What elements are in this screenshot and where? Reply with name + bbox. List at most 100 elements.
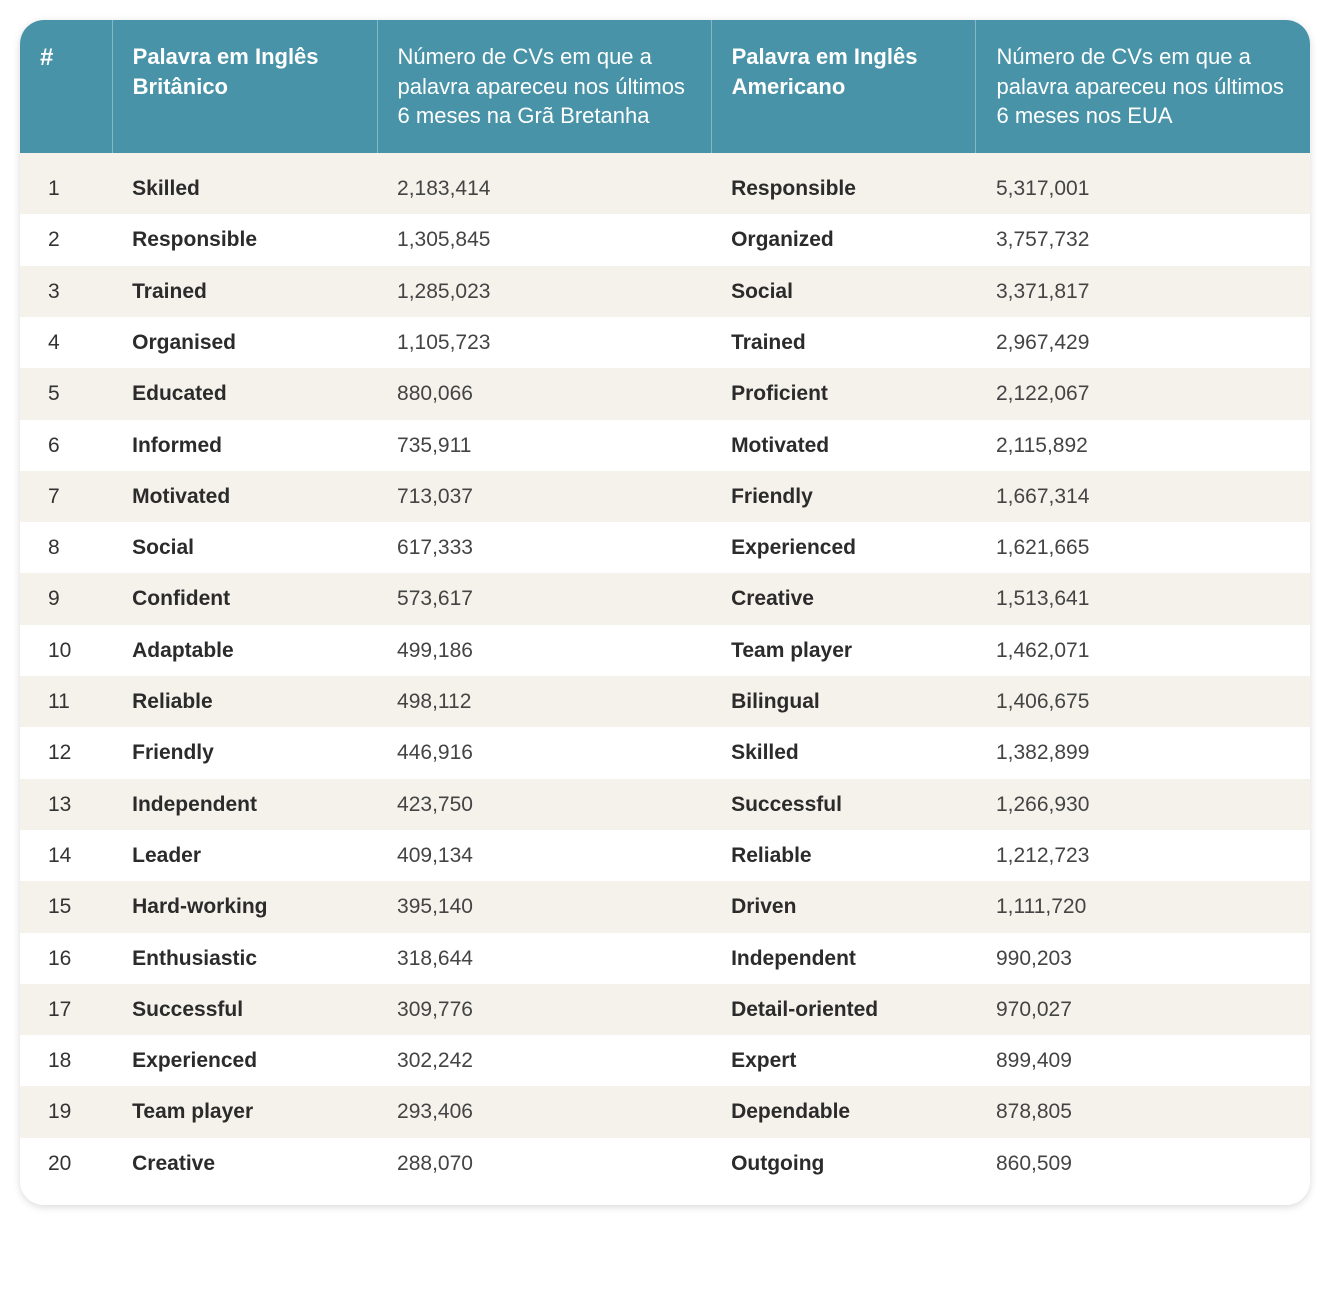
- cell-count-uk: 499,186: [377, 625, 711, 676]
- table-row: 12Friendly446,916Skilled1,382,899: [20, 727, 1310, 778]
- cell-word-us: Organized: [711, 214, 976, 265]
- header-count-uk: Número de CVs em que a palavra apareceu …: [377, 20, 711, 153]
- cell-word-us: Driven: [711, 881, 976, 932]
- cell-word-uk: Independent: [112, 779, 377, 830]
- cell-word-uk: Experienced: [112, 1035, 377, 1086]
- cell-word-uk: Organised: [112, 317, 377, 368]
- cell-count-uk: 293,406: [377, 1086, 711, 1137]
- cell-count-uk: 1,105,723: [377, 317, 711, 368]
- cell-count-uk: 1,305,845: [377, 214, 711, 265]
- cell-rank: 12: [20, 727, 112, 778]
- cell-word-uk: Trained: [112, 266, 377, 317]
- table-row: 20Creative288,070Outgoing860,509: [20, 1138, 1310, 1205]
- cell-count-us: 5,317,001: [976, 153, 1310, 214]
- cell-word-us: Friendly: [711, 471, 976, 522]
- cell-count-uk: 573,617: [377, 573, 711, 624]
- cell-rank: 18: [20, 1035, 112, 1086]
- header-count-us: Número de CVs em que a palavra apareceu …: [976, 20, 1310, 153]
- cell-word-uk: Successful: [112, 984, 377, 1035]
- cv-words-table: # Palavra em Inglês Britânico Número de …: [20, 20, 1310, 1205]
- cell-word-us: Bilingual: [711, 676, 976, 727]
- cell-word-uk: Leader: [112, 830, 377, 881]
- cell-word-uk: Enthusiastic: [112, 933, 377, 984]
- cell-count-us: 1,212,723: [976, 830, 1310, 881]
- header-word-uk: Palavra em Inglês Britânico: [112, 20, 377, 153]
- cell-count-us: 899,409: [976, 1035, 1310, 1086]
- table-row: 17Successful309,776Detail-oriented970,02…: [20, 984, 1310, 1035]
- table-row: 18Experienced302,242Expert899,409: [20, 1035, 1310, 1086]
- cell-word-us: Outgoing: [711, 1138, 976, 1205]
- table-row: 19Team player293,406Dependable878,805: [20, 1086, 1310, 1137]
- cell-word-uk: Social: [112, 522, 377, 573]
- cell-count-us: 1,621,665: [976, 522, 1310, 573]
- cell-count-us: 3,757,732: [976, 214, 1310, 265]
- cell-word-us: Reliable: [711, 830, 976, 881]
- cell-word-us: Successful: [711, 779, 976, 830]
- cell-word-us: Detail-oriented: [711, 984, 976, 1035]
- cell-rank: 14: [20, 830, 112, 881]
- cell-count-uk: 309,776: [377, 984, 711, 1035]
- cell-count-uk: 446,916: [377, 727, 711, 778]
- table-row: 6Informed735,911Motivated2,115,892: [20, 420, 1310, 471]
- cell-word-us: Responsible: [711, 153, 976, 214]
- cell-word-us: Motivated: [711, 420, 976, 471]
- cell-rank: 13: [20, 779, 112, 830]
- cell-word-uk: Responsible: [112, 214, 377, 265]
- cell-count-us: 1,406,675: [976, 676, 1310, 727]
- cell-word-uk: Confident: [112, 573, 377, 624]
- cell-word-uk: Adaptable: [112, 625, 377, 676]
- cell-count-uk: 713,037: [377, 471, 711, 522]
- cv-words-table-wrapper: # Palavra em Inglês Britânico Número de …: [20, 20, 1310, 1205]
- cell-word-us: Team player: [711, 625, 976, 676]
- cell-word-uk: Educated: [112, 368, 377, 419]
- table-row: 1Skilled2,183,414Responsible5,317,001: [20, 153, 1310, 214]
- cell-word-uk: Friendly: [112, 727, 377, 778]
- cell-count-us: 2,115,892: [976, 420, 1310, 471]
- table-row: 8Social617,333Experienced1,621,665: [20, 522, 1310, 573]
- cell-count-uk: 735,911: [377, 420, 711, 471]
- cell-word-us: Expert: [711, 1035, 976, 1086]
- table-row: 10Adaptable499,186Team player1,462,071: [20, 625, 1310, 676]
- cell-rank: 10: [20, 625, 112, 676]
- table-row: 9Confident573,617Creative1,513,641: [20, 573, 1310, 624]
- cell-word-uk: Team player: [112, 1086, 377, 1137]
- table-row: 15Hard-working395,140Driven1,111,720: [20, 881, 1310, 932]
- cell-count-uk: 2,183,414: [377, 153, 711, 214]
- cell-count-us: 990,203: [976, 933, 1310, 984]
- cell-rank: 8: [20, 522, 112, 573]
- cell-count-us: 1,667,314: [976, 471, 1310, 522]
- cell-count-uk: 1,285,023: [377, 266, 711, 317]
- table-row: 3Trained1,285,023Social3,371,817: [20, 266, 1310, 317]
- cell-count-uk: 880,066: [377, 368, 711, 419]
- cell-count-uk: 395,140: [377, 881, 711, 932]
- cell-count-us: 1,462,071: [976, 625, 1310, 676]
- cell-word-us: Independent: [711, 933, 976, 984]
- cell-rank: 4: [20, 317, 112, 368]
- cell-word-uk: Reliable: [112, 676, 377, 727]
- cell-word-us: Creative: [711, 573, 976, 624]
- cell-rank: 11: [20, 676, 112, 727]
- table-row: 7Motivated713,037Friendly1,667,314: [20, 471, 1310, 522]
- cell-word-us: Dependable: [711, 1086, 976, 1137]
- cell-word-uk: Hard-working: [112, 881, 377, 932]
- cell-word-uk: Informed: [112, 420, 377, 471]
- table-header: # Palavra em Inglês Britânico Número de …: [20, 20, 1310, 153]
- cell-rank: 9: [20, 573, 112, 624]
- cell-count-uk: 288,070: [377, 1138, 711, 1205]
- cell-count-us: 1,111,720: [976, 881, 1310, 932]
- cell-count-us: 1,382,899: [976, 727, 1310, 778]
- cell-word-us: Social: [711, 266, 976, 317]
- cell-rank: 7: [20, 471, 112, 522]
- header-word-us: Palavra em Inglês Americano: [711, 20, 976, 153]
- table-row: 4Organised1,105,723Trained2,967,429: [20, 317, 1310, 368]
- cell-word-uk: Motivated: [112, 471, 377, 522]
- cell-count-us: 2,122,067: [976, 368, 1310, 419]
- cell-word-us: Trained: [711, 317, 976, 368]
- header-row: # Palavra em Inglês Britânico Número de …: [20, 20, 1310, 153]
- table-row: 2Responsible1,305,845Organized3,757,732: [20, 214, 1310, 265]
- cell-count-us: 1,266,930: [976, 779, 1310, 830]
- cell-rank: 1: [20, 153, 112, 214]
- cell-count-uk: 302,242: [377, 1035, 711, 1086]
- cell-count-us: 860,509: [976, 1138, 1310, 1205]
- cell-count-uk: 498,112: [377, 676, 711, 727]
